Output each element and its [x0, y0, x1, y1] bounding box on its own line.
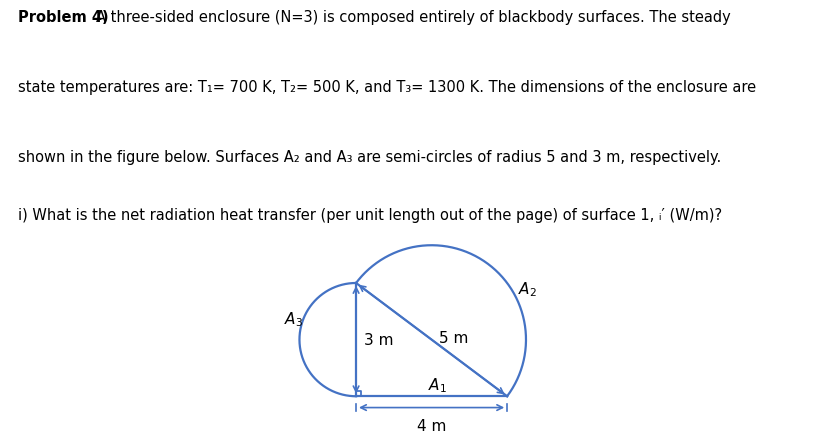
Text: $A_3$: $A_3$ [284, 310, 303, 329]
Text: i) What is the net radiation heat transfer (per unit length out of the page) of : i) What is the net radiation heat transf… [18, 207, 722, 222]
Text: Problem 4): Problem 4) [18, 10, 109, 26]
Text: A three-sided enclosure (N=3) is composed entirely of blackbody surfaces. The st: A three-sided enclosure (N=3) is compose… [97, 10, 731, 26]
Text: $A_1$: $A_1$ [428, 376, 446, 395]
Text: 4 m: 4 m [416, 418, 446, 433]
Text: $A_2$: $A_2$ [518, 279, 537, 298]
Text: state temperatures are: T₁= 700 K, T₂= 500 K, and T₃= 1300 K. The dimensions of : state temperatures are: T₁= 700 K, T₂= 5… [18, 80, 756, 95]
Text: shown in the figure below. Surfaces A₂ and A₃ are semi-circles of radius 5 and 3: shown in the figure below. Surfaces A₂ a… [18, 149, 721, 164]
Text: 3 m: 3 m [364, 332, 394, 347]
Text: 5 m: 5 m [439, 330, 468, 345]
